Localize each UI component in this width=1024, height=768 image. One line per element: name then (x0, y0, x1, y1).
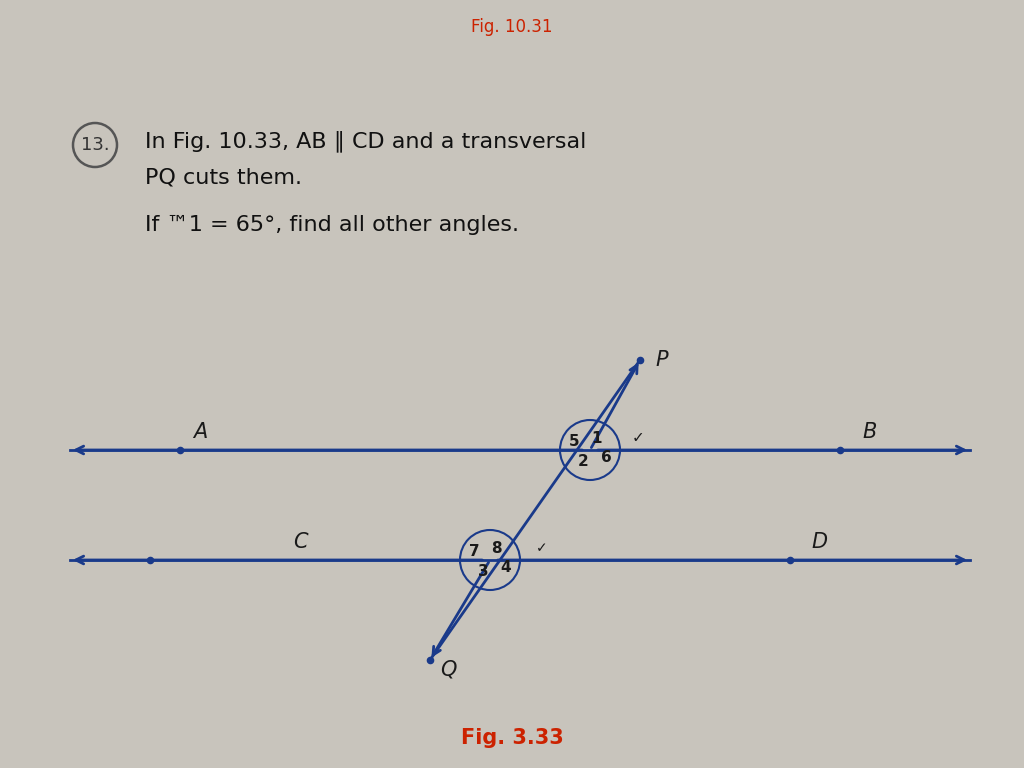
Text: 8: 8 (492, 541, 502, 556)
Text: 13.: 13. (81, 136, 110, 154)
Text: Fig. 10.31: Fig. 10.31 (471, 18, 553, 36)
Text: 3: 3 (478, 564, 488, 579)
Text: P: P (655, 350, 669, 370)
Point (781, 554, 798, 566)
Text: 6: 6 (601, 451, 611, 465)
Text: A: A (193, 422, 207, 442)
Text: 2: 2 (579, 454, 589, 468)
Text: If ™1 = 65°, find all other angles.: If ™1 = 65°, find all other angles. (145, 215, 519, 235)
Text: 1: 1 (591, 432, 602, 446)
Text: 4: 4 (501, 561, 511, 575)
Point (172, 444, 188, 456)
Text: ✓: ✓ (632, 431, 644, 445)
Text: 7: 7 (469, 545, 479, 560)
Text: 5: 5 (568, 435, 580, 449)
Text: ✓: ✓ (537, 541, 548, 555)
Text: Q: Q (440, 660, 456, 680)
Text: C: C (293, 532, 307, 552)
Text: PQ cuts them.: PQ cuts them. (145, 168, 302, 188)
Text: D: D (812, 532, 828, 552)
Point (632, 354, 648, 366)
Point (831, 444, 848, 456)
Point (422, 654, 438, 666)
Text: B: B (863, 422, 878, 442)
Point (141, 554, 158, 566)
Text: In Fig. 10.33, AB ∥ CD and a transversal: In Fig. 10.33, AB ∥ CD and a transversal (145, 130, 587, 151)
Text: Fig. 3.33: Fig. 3.33 (461, 728, 563, 748)
